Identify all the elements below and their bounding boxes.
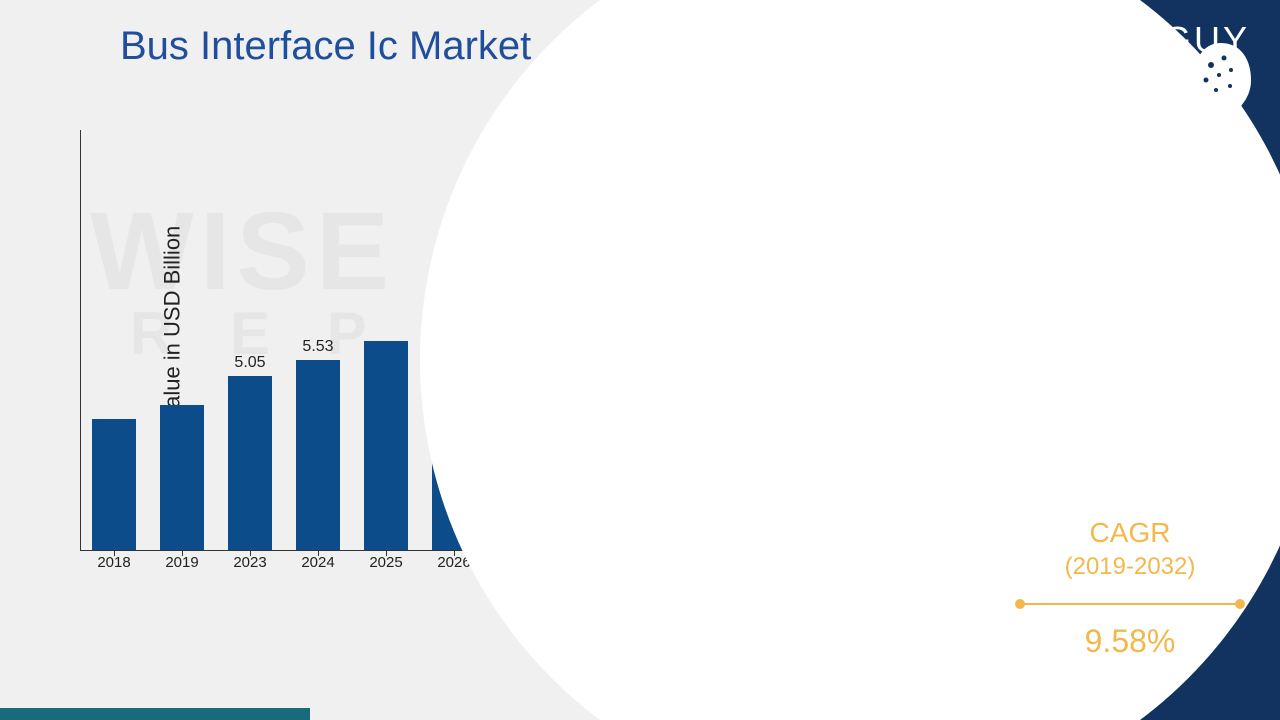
x-tick-mark — [250, 550, 251, 556]
cagr-period: (2019-2032) — [1010, 553, 1250, 581]
cagr-block: CAGR (2019-2032) 9.58% — [1010, 517, 1250, 660]
brand-logo: WISE GUY R E P O R T S — [990, 22, 1250, 80]
bar-2019 — [160, 405, 204, 550]
bar-2023: 5.05 — [228, 376, 272, 550]
bar-value-label: 5.05 — [228, 354, 272, 372]
x-tick-label: 2025 — [352, 554, 420, 571]
cagr-title: CAGR — [1010, 517, 1250, 549]
x-tick-mark — [182, 550, 183, 556]
chart-title: Bus Interface Ic Market — [120, 24, 531, 69]
bar-2024: 5.53 — [296, 360, 340, 550]
bar-2025 — [364, 341, 408, 550]
x-tick-mark — [386, 550, 387, 556]
x-tick-mark — [454, 550, 455, 556]
bar-2018 — [92, 419, 136, 550]
cagr-divider — [1020, 603, 1240, 605]
cagr-value: 9.58% — [1010, 623, 1250, 660]
logo-head-icon — [1186, 40, 1256, 120]
x-tick-label: 2018 — [80, 554, 148, 571]
bar-value-label: 5.53 — [296, 338, 340, 356]
bottom-accent-bar — [0, 708, 310, 720]
logo-sub-text: R E P O R T S — [990, 62, 1210, 80]
x-tick-mark — [318, 550, 319, 556]
x-tick-mark — [114, 550, 115, 556]
x-tick-label: 2023 — [216, 554, 284, 571]
infographic-stage: WISE GUYR E P O R T S Bus Interface Ic M… — [0, 0, 1280, 720]
x-tick-label: 2024 — [284, 554, 352, 571]
x-tick-label: 2019 — [148, 554, 216, 571]
y-axis-line — [80, 130, 81, 550]
right-panel: WISE GUY R E P O R T S CAGR (2019-2032) … — [960, 0, 1280, 720]
